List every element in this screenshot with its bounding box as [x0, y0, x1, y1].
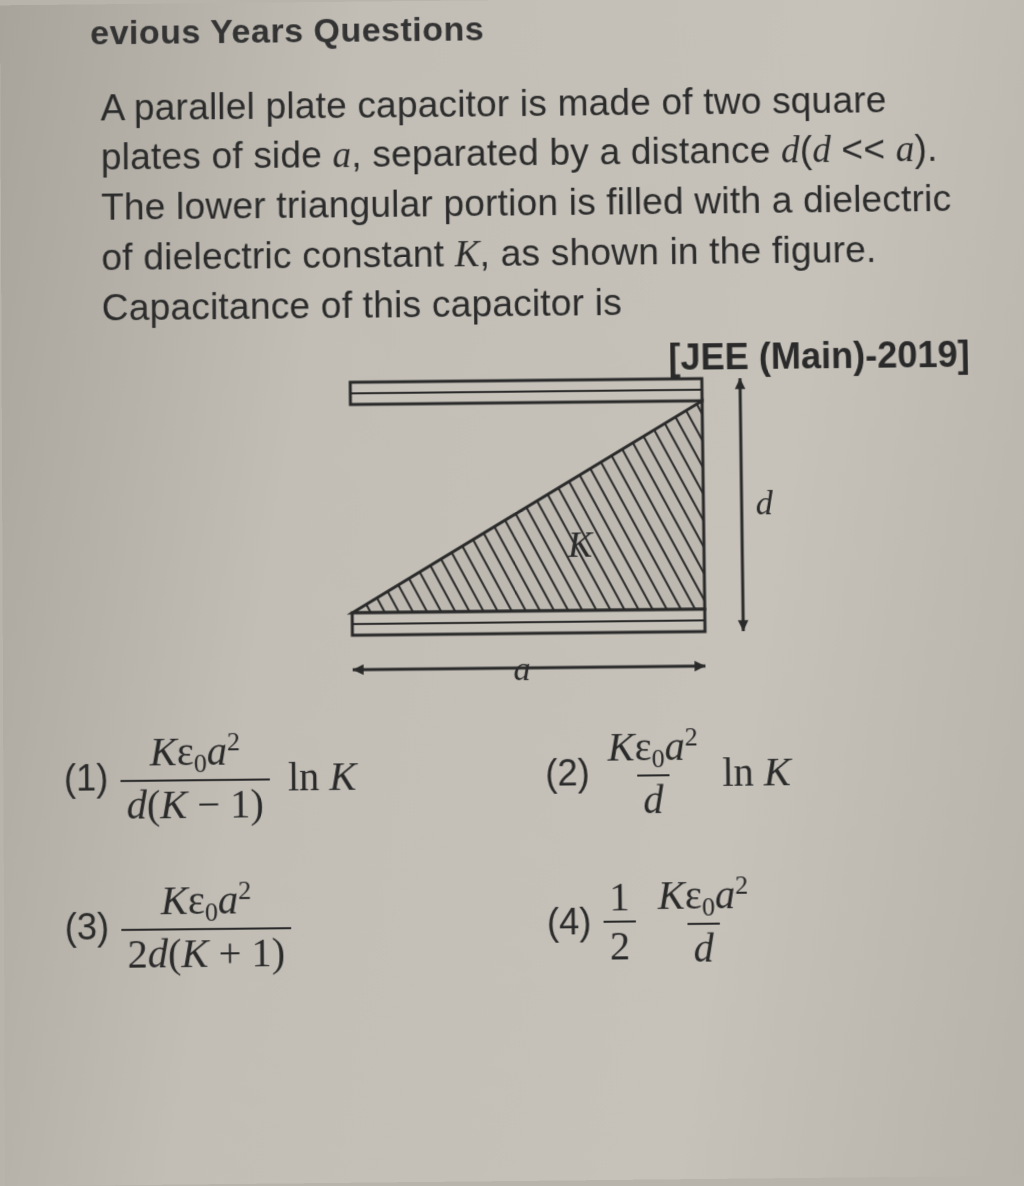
question-text: A parallel plate capacitor is made of tw… [100, 74, 989, 332]
option-2-fraction: Kε0a2 d [601, 723, 705, 822]
option-1-number: (1) [64, 757, 109, 800]
option-3-number: (3) [65, 906, 110, 949]
option-2-denominator: d [637, 774, 670, 821]
section-header-fragment: evious Years Questions [90, 5, 995, 53]
option-1-denominator: d(K − 1) [120, 779, 270, 827]
capacitor-diagram: Kd a [290, 338, 777, 707]
option-2-numerator: Kε0a2 [601, 723, 704, 775]
option-3-fraction: Kε0a2 2d(K + 1) [121, 876, 291, 976]
option-1-fraction: Kε0a2 d(K − 1) [120, 728, 270, 827]
option-2-tail: ln K [722, 747, 791, 796]
option-4-number: (4) [547, 901, 592, 944]
figure-container: Kd a [62, 335, 1006, 709]
option-4-num1: 1 [603, 876, 636, 921]
options-grid: (1) Kε0a2 d(K − 1) ln K (2) Kε0a2 d ln K… [64, 720, 990, 977]
option-1-numerator: Kε0a2 [144, 728, 247, 780]
svg-text:a: a [513, 651, 531, 689]
option-4-fraction-half: 1 2 [603, 876, 636, 968]
option-3: (3) Kε0a2 2d(K + 1) [64, 874, 507, 977]
option-4-den2: d [687, 923, 720, 970]
option-2: (2) Kε0a2 d ln K [545, 720, 987, 822]
option-4-fraction-main: Kε0a2 d [651, 871, 755, 970]
option-4-den1: 2 [604, 921, 637, 968]
option-1-tail: ln K [288, 752, 357, 801]
svg-text:K: K [567, 524, 595, 565]
svg-text:d: d [755, 485, 774, 523]
option-1: (1) Kε0a2 d(K − 1) ln K [64, 725, 506, 827]
option-3-denominator: 2d(K + 1) [121, 927, 291, 976]
option-4-num2: Kε0a2 [651, 871, 754, 923]
option-3-numerator: Kε0a2 [155, 877, 258, 929]
page: evious Years Questions A parallel plate … [0, 0, 1024, 1186]
option-4: (4) 1 2 Kε0a2 d [546, 869, 989, 972]
option-2-number: (2) [545, 752, 590, 795]
